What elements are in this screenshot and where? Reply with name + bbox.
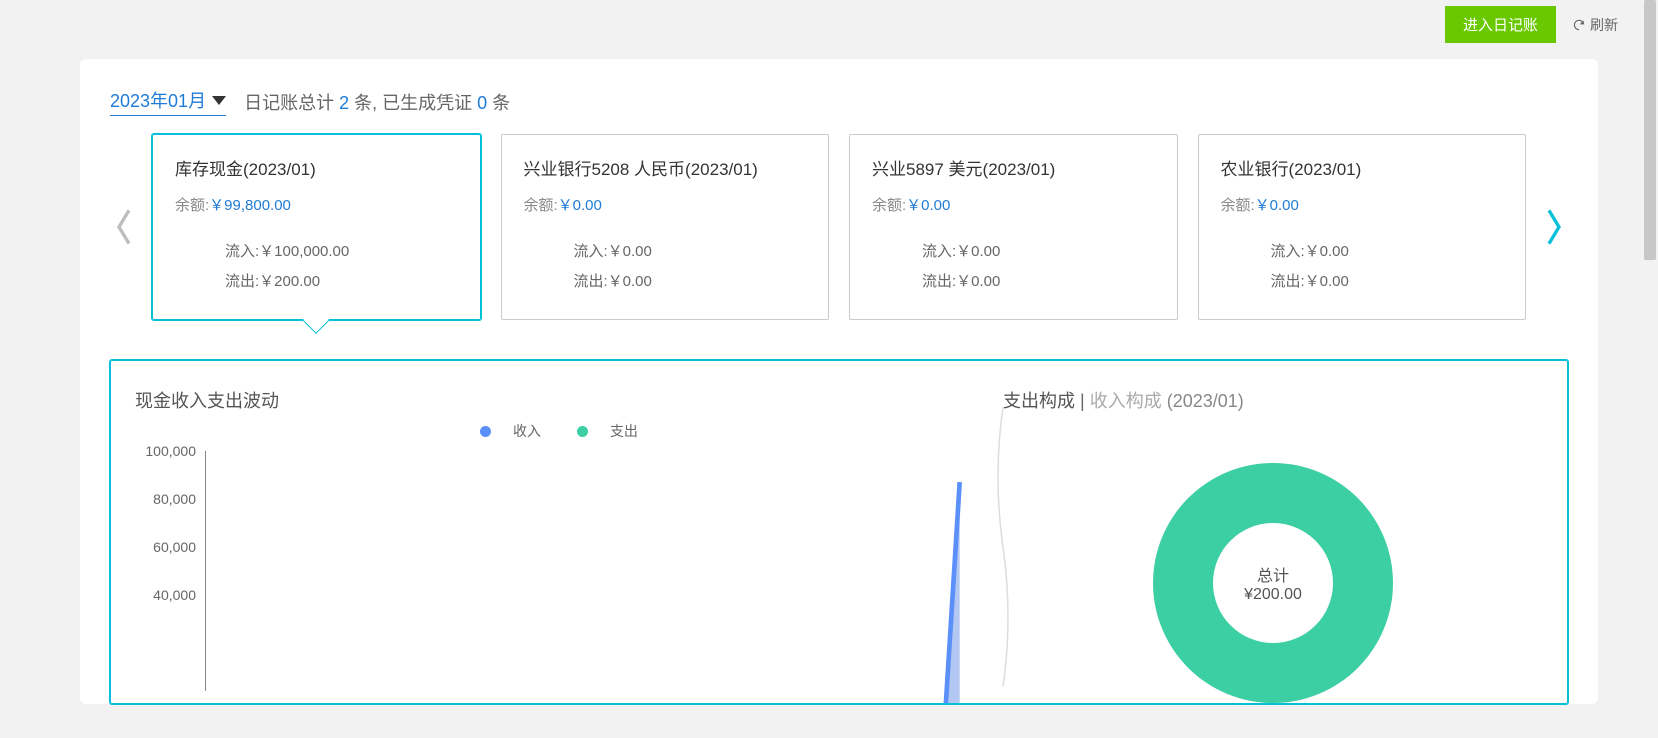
account-cards: 库存现金(2023/01) 余额:￥99,800.00 流入:￥100,000.00… — [152, 134, 1526, 320]
card-title: 农业银行(2023/01) — [1221, 155, 1504, 180]
dot-icon — [577, 426, 588, 437]
month-picker[interactable]: 2023年01月 — [110, 87, 226, 116]
refresh-icon — [1572, 18, 1586, 32]
chevron-left-icon — [113, 207, 135, 247]
summary-t1: 日记账总计 — [244, 93, 334, 113]
card-balance: 余额:￥0.00 — [872, 194, 1155, 215]
dot-icon — [480, 426, 491, 437]
enter-journal-button[interactable]: 进入日记账 — [1445, 6, 1556, 43]
card-outflow: 流出:￥0.00 — [872, 267, 1155, 297]
y-tick-label: 100,000 — [136, 443, 196, 459]
scrollbar[interactable] — [1642, 0, 1658, 738]
divider-icon — [993, 407, 1013, 687]
card-title: 兴业银行5208 人民币(2023/01) — [524, 155, 807, 180]
legend-out-label: 支出 — [610, 421, 638, 441]
summary-t2: 条, 已生成凭证 — [354, 93, 472, 113]
card-balance: 余额:￥0.00 — [1221, 194, 1504, 215]
card-inflow: 流入:￥0.00 — [872, 237, 1155, 267]
account-card[interactable]: 库存现金(2023/01) 余额:￥99,800.00 流入:￥100,000.00… — [152, 134, 481, 320]
summary-line: 2023年01月 日记账总计 2 条, 已生成凭证 0 条 — [110, 87, 1568, 116]
carousel-next[interactable] — [1540, 203, 1568, 251]
donut-center-label: 总计 — [1257, 562, 1289, 586]
account-carousel: 库存现金(2023/01) 余额:￥99,800.00 流入:￥100,000.00… — [110, 134, 1568, 320]
pie-chart-title: 支出构成 | 收入构成 (2023/01) — [1003, 387, 1543, 413]
summary-count2: 0 — [477, 93, 487, 113]
pie-period: (2023/01) — [1167, 391, 1244, 411]
chevron-right-icon — [1543, 207, 1565, 247]
refresh-button[interactable]: 刷新 — [1572, 15, 1618, 35]
donut-center: 总计 ¥200.00 — [1213, 523, 1333, 643]
y-tick-label: 40,000 — [136, 587, 196, 603]
chart-axis: 100,00080,00060,00040,000 — [205, 451, 983, 691]
main-panel: 2023年01月 日记账总计 2 条, 已生成凭证 0 条 库存现金(2023/… — [80, 59, 1598, 704]
card-outflow: 流出:￥0.00 — [524, 267, 807, 297]
pie-tab-sep: | — [1080, 391, 1090, 411]
donut-chart: 总计 ¥200.00 — [1153, 463, 1393, 703]
month-label: 2023年01月 — [110, 87, 206, 113]
pie-tab-active[interactable]: 支出构成 — [1003, 391, 1075, 411]
legend-in-label: 收入 — [513, 421, 541, 441]
donut-center-value: ¥200.00 — [1244, 586, 1302, 604]
card-title: 兴业5897 美元(2023/01) — [872, 155, 1155, 180]
caret-down-icon — [212, 96, 226, 105]
line-chart-title: 现金收入支出波动 — [135, 387, 983, 413]
card-outflow: 流出:￥0.00 — [1221, 267, 1504, 297]
legend-in[interactable]: 收入 — [472, 421, 549, 441]
y-tick-label: 60,000 — [136, 539, 196, 555]
line-chart: 现金收入支出波动 收入 支出 100,00080,00060,00040,000 — [135, 387, 983, 703]
account-card[interactable]: 兴业银行5208 人民币(2023/01) 余额:￥0.00 流入:￥0.00流出:… — [501, 134, 830, 320]
card-inflow: 流入:￥0.00 — [1221, 237, 1504, 267]
card-outflow: 流出:￥200.00 — [175, 267, 458, 297]
y-tick-label: 80,000 — [136, 491, 196, 507]
refresh-label: 刷新 — [1590, 15, 1618, 35]
scrollbar-thumb[interactable] — [1644, 0, 1656, 260]
card-balance: 余额:￥99,800.00 — [175, 194, 458, 215]
charts-panel: 现金收入支出波动 收入 支出 100,00080,00060,00040,000… — [110, 360, 1568, 704]
account-card[interactable]: 农业银行(2023/01) 余额:￥0.00 流入:￥0.00流出:￥0.00 — [1198, 134, 1527, 320]
account-card[interactable]: 兴业5897 美元(2023/01) 余额:￥0.00 流入:￥0.00流出:￥0.… — [849, 134, 1178, 320]
legend-out[interactable]: 支出 — [569, 421, 646, 441]
card-inflow: 流入:￥100,000.00 — [175, 237, 458, 267]
pie-tab-inactive[interactable]: 收入构成 — [1090, 391, 1162, 411]
summary-t3: 条 — [492, 93, 510, 113]
card-title: 库存现金(2023/01) — [175, 155, 458, 180]
card-inflow: 流入:￥0.00 — [524, 237, 807, 267]
pie-chart: 支出构成 | 收入构成 (2023/01) 总计 ¥200.00 — [1003, 387, 1543, 703]
card-balance: 余额:￥0.00 — [524, 194, 807, 215]
summary-count1: 2 — [339, 93, 349, 113]
area-chart — [206, 451, 983, 704]
carousel-prev[interactable] — [110, 203, 138, 251]
summary-text: 日记账总计 2 条, 已生成凭证 0 条 — [244, 89, 510, 115]
line-chart-legend: 收入 支出 — [135, 421, 983, 441]
